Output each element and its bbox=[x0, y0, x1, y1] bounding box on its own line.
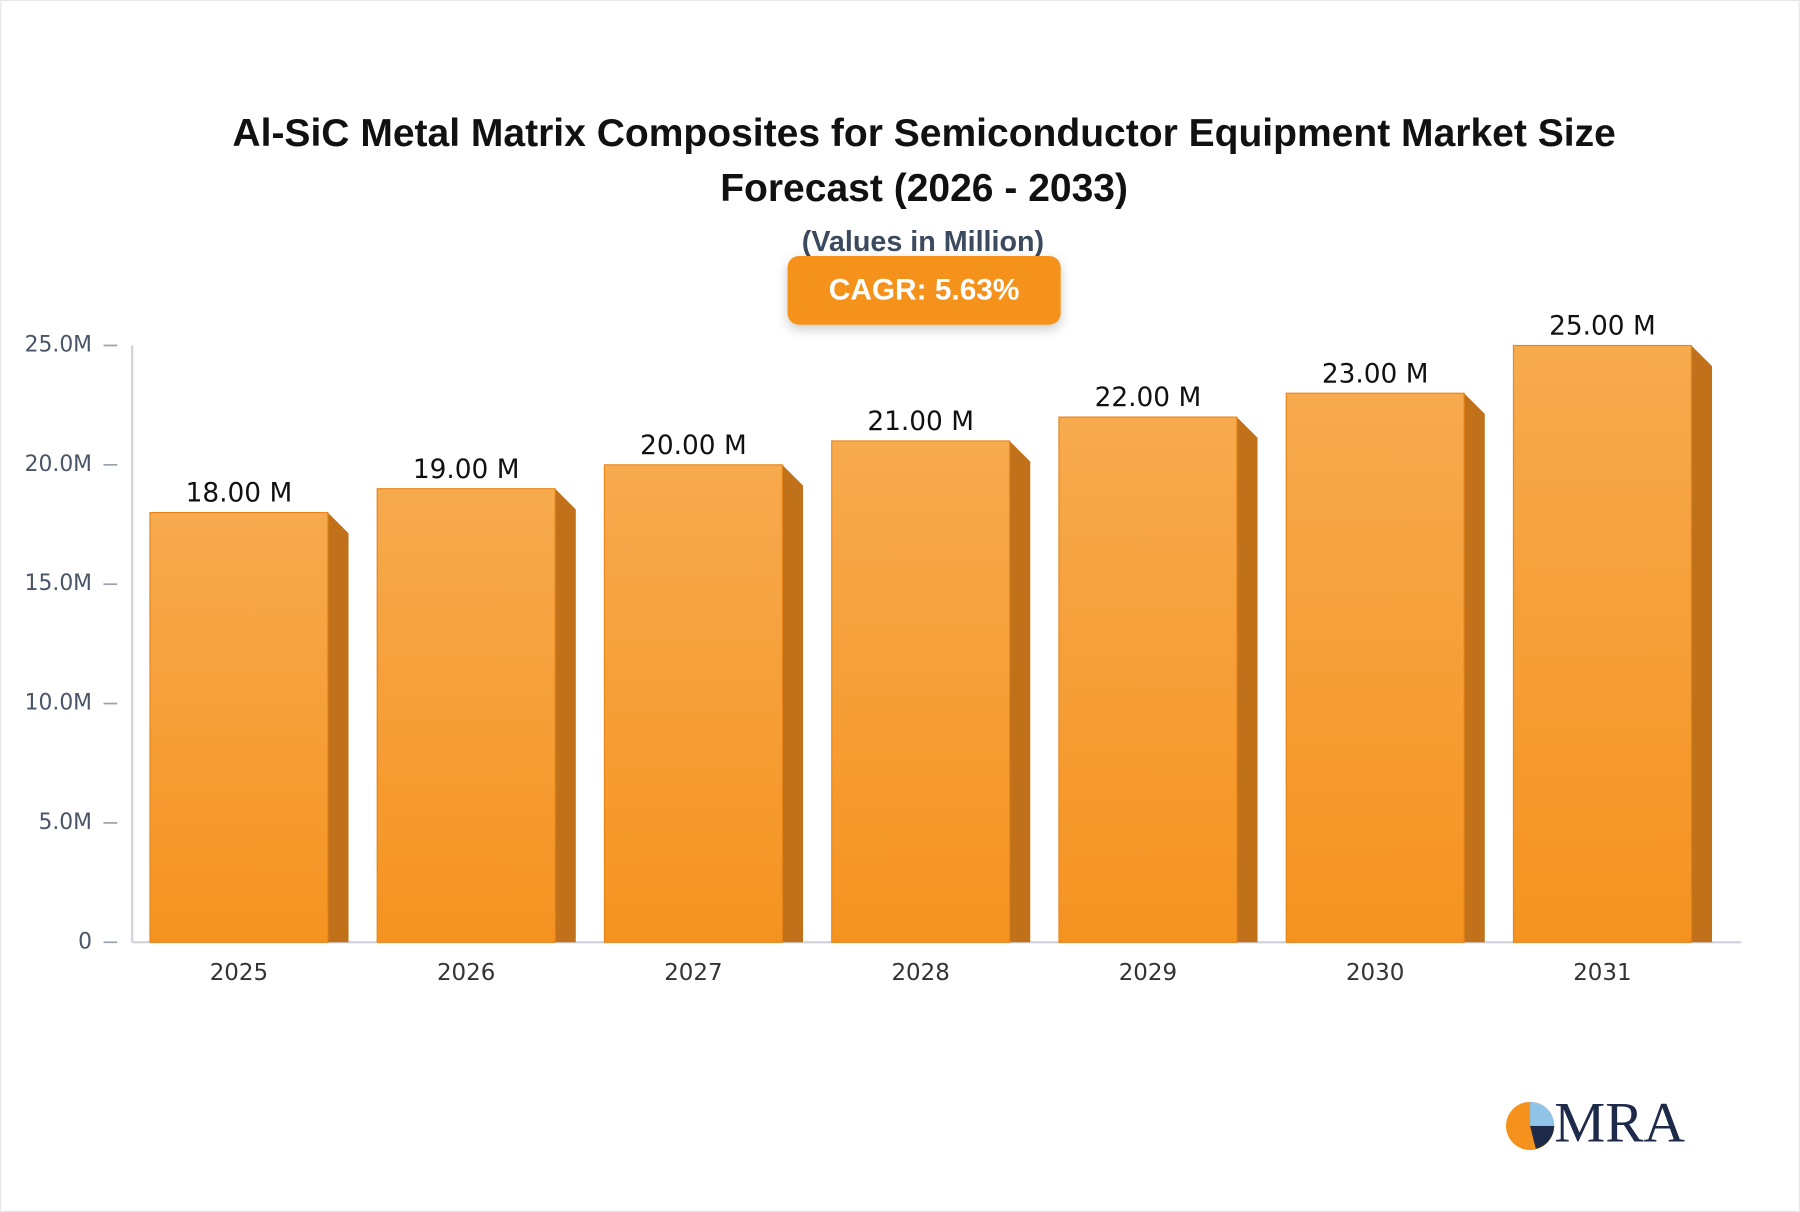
y-tick-label: 20.0M bbox=[25, 452, 92, 477]
bar-side bbox=[1009, 440, 1031, 943]
y-tick-label: 15.0M bbox=[25, 571, 92, 596]
y-tick-label: 0 bbox=[78, 929, 92, 954]
value-label: 25.00 M bbox=[1549, 312, 1656, 342]
value-label: 22.00 M bbox=[1095, 383, 1202, 413]
bar bbox=[1512, 344, 1692, 943]
bar bbox=[1058, 416, 1238, 943]
bar-side bbox=[327, 512, 349, 943]
x-tick-label: 2029 bbox=[1119, 960, 1177, 986]
logo-text: MRA bbox=[1554, 1091, 1685, 1154]
x-tick-label: 2027 bbox=[664, 960, 722, 986]
cagr-badge bbox=[787, 255, 1061, 325]
title-box: Al-SiC Metal Matrix Composites for Semic… bbox=[232, 111, 1616, 211]
logo-slice bbox=[1530, 1125, 1555, 1149]
x-tick-label: 2028 bbox=[891, 960, 949, 986]
value-label: 20.00 M bbox=[640, 431, 747, 461]
x-tick-label: 2031 bbox=[1573, 960, 1631, 986]
bar-side bbox=[1236, 417, 1258, 943]
x-tick-label: 2026 bbox=[437, 960, 495, 986]
bar-side bbox=[1464, 393, 1485, 943]
value-label: 21.00 M bbox=[867, 407, 974, 437]
value-label: 18.00 M bbox=[186, 479, 293, 509]
chart-title: Al-SiC Metal Matrix Composites for Semic… bbox=[232, 111, 1616, 211]
cagr-label: CAGR: 5.63% bbox=[829, 273, 1020, 306]
x-tick-label: 2030 bbox=[1346, 960, 1404, 986]
bar bbox=[376, 488, 556, 943]
value-label: 23.00 M bbox=[1322, 359, 1429, 389]
bar-side bbox=[782, 464, 804, 943]
bar-side bbox=[1691, 345, 1713, 943]
bar bbox=[831, 440, 1011, 943]
bar bbox=[149, 512, 329, 943]
logo-slice bbox=[1530, 1101, 1555, 1126]
y-tick-label: 25.0M bbox=[25, 332, 92, 357]
bar bbox=[1285, 392, 1465, 943]
y-tick-label: 10.0M bbox=[25, 691, 92, 716]
y-tick-label: 5.0M bbox=[39, 810, 92, 835]
chart-subtitle: (Values in Million) bbox=[802, 226, 1044, 258]
value-label: 19.00 M bbox=[413, 455, 520, 485]
bar bbox=[603, 464, 783, 943]
bar-side bbox=[555, 488, 576, 943]
x-tick-label: 2025 bbox=[210, 960, 268, 986]
